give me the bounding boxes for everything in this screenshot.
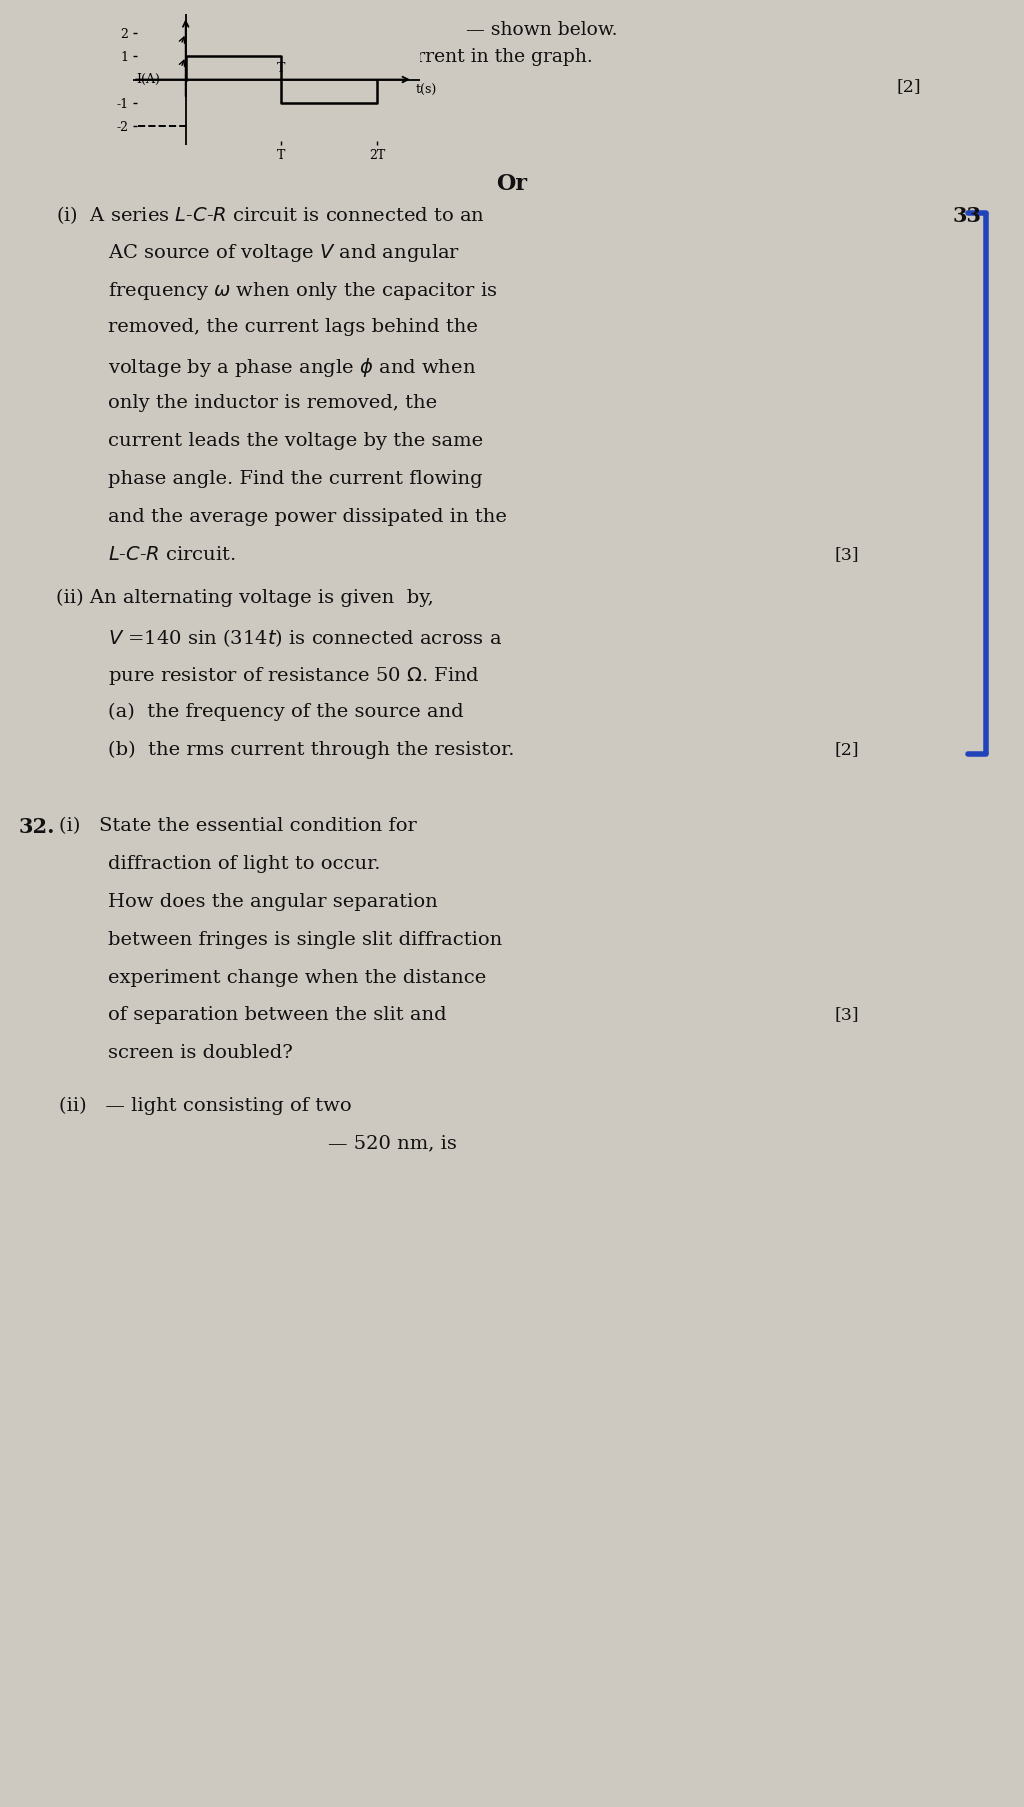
Text: $V$ =140 sin (314$t$) is connected across a: $V$ =140 sin (314$t$) is connected acros… (108, 627, 502, 649)
Text: — shown below.: — shown below. (466, 20, 617, 38)
Text: (ii)   — light consisting of two: (ii) — light consisting of two (59, 1097, 352, 1115)
Text: [2]: [2] (835, 741, 859, 757)
Text: of separation between the slit and: of separation between the slit and (108, 1006, 446, 1025)
Text: 33: 33 (952, 206, 981, 226)
Text: phase angle. Find the current flowing: phase angle. Find the current flowing (108, 470, 482, 488)
Text: and the average power dissipated in the: and the average power dissipated in the (108, 508, 507, 526)
Text: (i)  A series $L$-$C$-$R$ circuit is connected to an: (i) A series $L$-$C$-$R$ circuit is conn… (56, 204, 485, 226)
Text: voltage by a phase angle $\phi$ and when: voltage by a phase angle $\phi$ and when (108, 356, 475, 379)
Text: Or: Or (497, 173, 527, 195)
Text: only the inductor is removed, the: only the inductor is removed, the (108, 394, 436, 412)
Text: between fringes is single slit diffraction: between fringes is single slit diffracti… (108, 931, 502, 949)
Text: (a)  the frequency of the source and: (a) the frequency of the source and (108, 703, 463, 721)
Text: removed, the current lags behind the: removed, the current lags behind the (108, 318, 477, 336)
Text: frequency $\omega$ when only the capacitor is: frequency $\omega$ when only the capacit… (108, 280, 497, 302)
Text: $L$-$C$-$R$ circuit.: $L$-$C$-$R$ circuit. (108, 546, 236, 564)
Text: (b)  the rms current through the resistor.: (b) the rms current through the resistor… (108, 741, 514, 759)
Text: T: T (278, 61, 286, 76)
Text: experiment change when the distance: experiment change when the distance (108, 969, 485, 987)
Text: [3]: [3] (835, 546, 859, 562)
Text: current in the graph.: current in the graph. (394, 47, 593, 65)
Text: (i)   State the essential condition for: (i) State the essential condition for (59, 817, 417, 835)
Text: diffraction of light to occur.: diffraction of light to occur. (108, 855, 380, 873)
Text: 32.: 32. (18, 817, 55, 837)
Text: current leads the voltage by the same: current leads the voltage by the same (108, 432, 482, 450)
Text: t(s): t(s) (416, 83, 437, 96)
Text: AC source of voltage $V$ and angular: AC source of voltage $V$ and angular (108, 242, 460, 264)
Text: screen is doubled?: screen is doubled? (108, 1044, 293, 1063)
Text: pure resistor of resistance 50 $\Omega$. Find: pure resistor of resistance 50 $\Omega$.… (108, 665, 479, 687)
Text: [2]: [2] (896, 78, 921, 94)
Text: How does the angular separation: How does the angular separation (108, 893, 437, 911)
Text: (ii) An alternating voltage is given  by,: (ii) An alternating voltage is given by, (56, 589, 434, 607)
Text: I(A): I(A) (136, 72, 160, 87)
Text: [3]: [3] (835, 1006, 859, 1023)
Text: — 520 nm, is: — 520 nm, is (328, 1135, 457, 1153)
